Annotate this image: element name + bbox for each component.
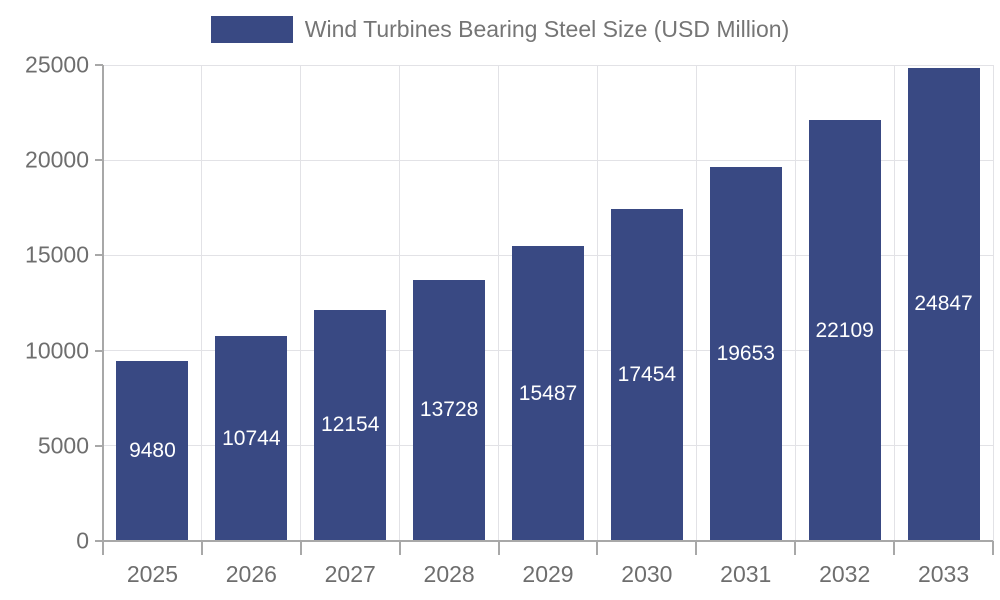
bar-value-label: 22109	[815, 318, 874, 342]
gridline-vertical	[201, 65, 203, 541]
bar-value-label: 24847	[914, 292, 973, 316]
gridline-vertical	[695, 65, 697, 541]
bar-value-label: 17454	[617, 362, 677, 386]
x-axis-tick	[497, 541, 500, 555]
y-tick-label-5000: 5000	[37, 432, 89, 459]
y-axis-tick	[95, 64, 103, 66]
gridline-vertical	[992, 65, 994, 541]
bar-value-label: 12154	[321, 413, 380, 437]
x-tick-label-2028: 2028	[423, 561, 475, 587]
gridline-vertical	[300, 65, 302, 541]
x-axis-line	[95, 540, 993, 542]
bar-value-label: 15487	[518, 381, 578, 405]
bar-2029: 15487	[512, 246, 584, 541]
gridline-horizontal	[103, 64, 993, 66]
x-tick-label-2030: 2030	[621, 561, 673, 587]
y-axis-tick	[95, 540, 103, 542]
x-axis-tick	[299, 541, 302, 555]
gridline-vertical	[596, 65, 598, 541]
x-axis-tick	[794, 541, 797, 555]
bar-value-label: 9480	[129, 438, 176, 462]
legend-label: Wind Turbines Bearing Steel Size (USD Mi…	[304, 16, 790, 42]
x-axis-tick	[398, 541, 401, 555]
gridline-horizontal	[103, 159, 993, 161]
x-tick-label-2027: 2027	[324, 561, 376, 587]
y-axis-line	[102, 65, 104, 555]
y-axis-tick	[95, 254, 103, 257]
x-tick-label-2026: 2026	[225, 561, 277, 587]
bar-2032: 22109	[808, 120, 881, 541]
x-axis-tick	[596, 541, 599, 555]
legend-item[interactable]: Wind Turbines Bearing Steel Size (USD Mi…	[210, 16, 790, 43]
legend-swatch	[210, 16, 293, 43]
x-axis-tick	[102, 541, 104, 555]
bar-2030: 17454	[610, 208, 683, 541]
x-tick-label-2031: 2031	[720, 561, 772, 587]
bar-value-label: 10744	[222, 426, 281, 450]
bar-2031: 19653	[709, 166, 782, 541]
bar-2028: 13728	[413, 279, 486, 541]
x-axis-tick	[893, 541, 896, 555]
x-axis-tick	[200, 541, 203, 555]
chart-legend: Wind Turbines Bearing Steel Size (USD Mi…	[0, 16, 1000, 43]
x-tick-label-2029: 2029	[522, 561, 574, 587]
x-axis-tick	[695, 541, 698, 555]
bar-2027: 12154	[314, 309, 387, 541]
x-tick-label-2025: 2025	[126, 561, 179, 587]
bar-value-label: 19653	[716, 341, 775, 365]
gridline-vertical	[498, 65, 500, 541]
bar-2033: 24847	[907, 67, 980, 541]
y-axis-tick	[95, 444, 103, 447]
y-tick-label-15000: 15000	[25, 241, 89, 268]
y-tick-label-10000: 10000	[25, 337, 89, 364]
gridline-vertical	[794, 65, 796, 541]
bar-2026: 10744	[215, 336, 288, 541]
y-axis-tick	[95, 159, 103, 162]
y-tick-label-20000: 20000	[25, 146, 89, 173]
y-axis-tick	[95, 349, 103, 352]
gridline-vertical	[893, 65, 895, 541]
y-tick-label-25000: 25000	[25, 51, 89, 78]
bar-2025: 9480	[116, 360, 189, 541]
bar-value-label: 13728	[419, 398, 479, 422]
y-tick-label-0: 0	[76, 527, 89, 554]
x-tick-label-2032: 2032	[819, 561, 871, 587]
gridline-vertical	[399, 65, 401, 541]
x-axis-tick	[992, 541, 994, 555]
x-tick-label-2033: 2033	[917, 561, 970, 587]
